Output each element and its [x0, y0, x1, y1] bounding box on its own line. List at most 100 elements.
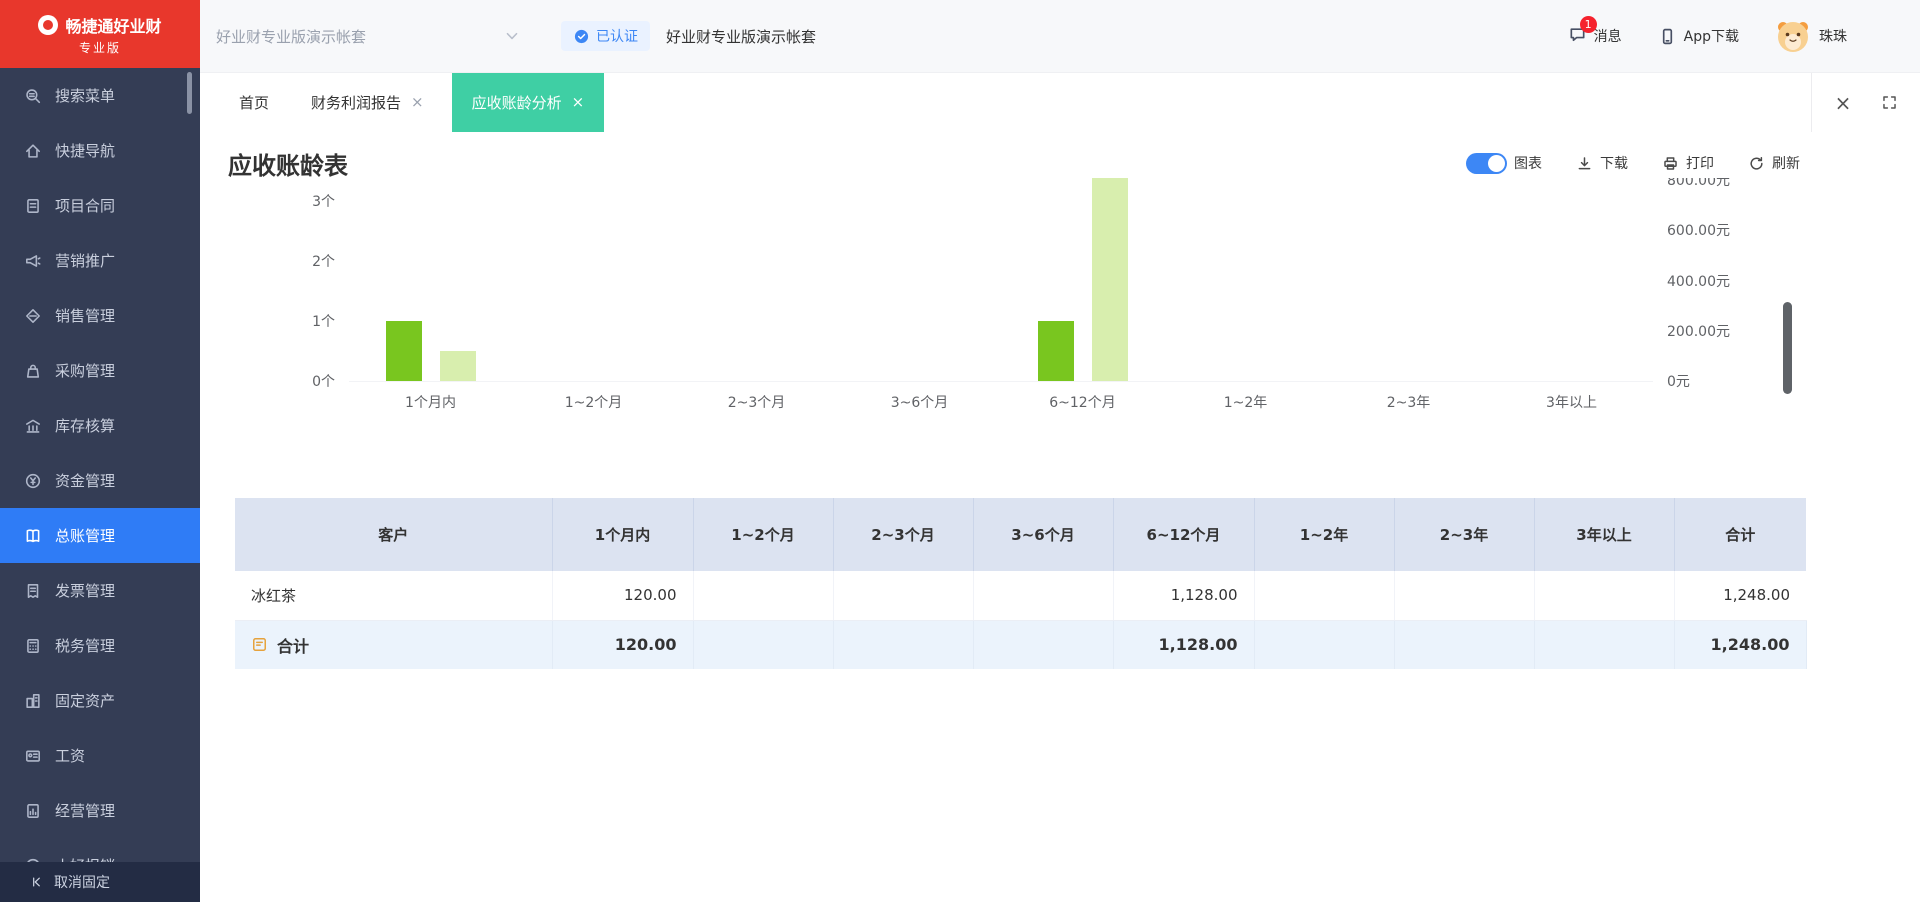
cell-value [1534, 571, 1675, 621]
content-scrollbar-thumb[interactable] [1783, 302, 1792, 394]
cell-value [833, 571, 974, 621]
sidebar-item-quick-nav[interactable]: 快捷导航 [0, 123, 200, 178]
table-row[interactable]: 冰红茶 120.00 1,128.00 1,248.00 [235, 571, 1806, 621]
chart-x-axis-label: 1~2个月 [564, 395, 623, 411]
account-name: 好业财专业版演示帐套 [666, 27, 817, 46]
print-button[interactable]: 打印 [1662, 153, 1714, 173]
verified-badge[interactable]: 已认证 [561, 21, 650, 51]
tab-close-icon[interactable]: × [411, 93, 424, 111]
sidebar-item-operation[interactable]: 经营管理 [0, 783, 200, 838]
unpin-sidebar-button[interactable]: 取消固定 [0, 862, 200, 902]
messages-button[interactable]: 1 消息 [1568, 15, 1622, 48]
page-title: 应收账龄表 [228, 151, 348, 180]
sidebar-item-label: 搜索菜单 [55, 87, 116, 105]
ledger-book-icon [24, 527, 42, 545]
chart-right-axis-tick: 800.00元 [1667, 178, 1730, 190]
cell-total-value: 1,128.00 [1113, 620, 1255, 669]
cell-total-label: 合计 [235, 620, 553, 669]
col-3-6m: 3~6个月 [973, 498, 1114, 571]
sidebar-item-purchase[interactable]: 采购管理 [0, 343, 200, 398]
sidebar-item-invoice[interactable]: 发票管理 [0, 563, 200, 618]
cell-value [693, 571, 834, 621]
print-label: 打印 [1686, 156, 1714, 172]
table-total-row: 合计 120.00 1,128.00 1,248.00 [235, 620, 1807, 669]
contract-icon [24, 197, 42, 215]
cell-total-value [973, 620, 1114, 669]
tab-bar: 首页 财务利润报告 × 应收账龄分析 × × [200, 73, 1920, 132]
chart-x-axis-label: 2~3年 [1386, 395, 1431, 411]
cell-value: 1,128.00 [1113, 571, 1255, 621]
cell-total-value [1254, 620, 1395, 669]
tab-profit-report[interactable]: 财务利润报告 × [297, 73, 438, 132]
cell-value [1254, 571, 1395, 621]
brand-logo: 畅捷通好业财 专业版 [0, 0, 200, 68]
download-button[interactable]: 下载 [1576, 153, 1628, 173]
sidebar-item-funds[interactable]: 资金管理 [0, 453, 200, 508]
download-label: 下载 [1600, 156, 1628, 172]
sidebar-item-tax[interactable]: 税务管理 [0, 618, 200, 673]
sidebar-item-sales[interactable]: 销售管理 [0, 288, 200, 343]
sidebar-item-general-ledger[interactable]: 总账管理 [0, 508, 200, 563]
user-name: 珠珠 [1819, 29, 1847, 45]
report-toolbar: 图表 下载 打印 刷新 [1466, 152, 1800, 174]
col-customer: 客户 [235, 498, 553, 571]
workspace-dropdown[interactable]: 好业财专业版演示帐套 [216, 26, 521, 47]
col-total: 合计 [1674, 498, 1806, 571]
chart-bar-count [385, 321, 422, 381]
sidebar-item-label: 经营管理 [55, 802, 116, 820]
close-all-tabs-button[interactable]: × [1834, 90, 1852, 115]
tab-label: 应收账龄分析 [471, 94, 562, 112]
megaphone-icon [24, 252, 42, 270]
phone-icon [1658, 27, 1677, 46]
sidebar-item-salary[interactable]: 工资 [0, 728, 200, 783]
verified-label: 已认证 [596, 29, 638, 45]
chart-x-axis-label: 2~3个月 [727, 395, 786, 411]
tab-receivable-aging[interactable]: 应收账龄分析 × [451, 73, 605, 132]
cell-value: 120.00 [552, 571, 694, 621]
sidebar-item-search-menu[interactable]: 搜索菜单 [0, 68, 200, 123]
cell-total-value [1534, 620, 1675, 669]
sidebar-item-label: 采购管理 [55, 362, 116, 380]
sidebar-item-project-contract[interactable]: 项目合同 [0, 178, 200, 233]
cell-total-value [693, 620, 834, 669]
building-icon [24, 692, 42, 710]
tab-home[interactable]: 首页 [225, 73, 283, 132]
sum-icon [251, 636, 268, 653]
sidebar-item-fixed-assets[interactable]: 固定资产 [0, 673, 200, 728]
fullscreen-icon [1881, 94, 1898, 111]
report-header: 应收账龄表 图表 下载 打印 刷新 [200, 132, 1920, 180]
sidebar-scrollbar-thumb[interactable] [187, 72, 192, 114]
tab-actions: × [1811, 73, 1920, 132]
tab-label: 首页 [239, 94, 270, 112]
sidebar-item-label: 固定资产 [55, 692, 116, 710]
chart-plot [349, 178, 1653, 382]
sidebar-item-expense[interactable]: 小好报销 [0, 838, 200, 862]
fullscreen-button[interactable] [1876, 90, 1902, 116]
sidebar-item-label: 营销推广 [55, 252, 116, 270]
sidebar-item-label: 发票管理 [55, 582, 116, 600]
user-menu[interactable]: 珠珠 [1775, 18, 1847, 54]
chart-right-axis-tick: 0元 [1667, 374, 1690, 390]
sidebar-item-label: 快捷导航 [55, 142, 116, 160]
chanjet-logo-icon [38, 14, 59, 35]
sidebar-item-label: 库存核算 [55, 417, 116, 435]
app-download-label: App下载 [1683, 29, 1739, 45]
brand-edition: 专业版 [78, 40, 121, 55]
refresh-button[interactable]: 刷新 [1748, 153, 1800, 173]
sidebar-item-inventory[interactable]: 库存核算 [0, 398, 200, 453]
cell-total-value: 1,248.00 [1674, 620, 1807, 669]
sidebar-item-label: 工资 [55, 747, 86, 765]
chevron-down-icon [503, 27, 521, 45]
app-download-button[interactable]: App下载 [1658, 26, 1739, 46]
chart-toggle[interactable]: 图表 [1466, 152, 1542, 174]
cell-value [1394, 571, 1535, 621]
topbar: 好业财专业版演示帐套 已认证 好业财专业版演示帐套 1 消息 App下载 [200, 0, 1920, 73]
chart-left-axis-tick: 3个 [312, 194, 335, 210]
col-1-2y: 1~2年 [1254, 498, 1395, 571]
tab-close-icon[interactable]: × [571, 93, 585, 111]
home-icon [24, 142, 42, 160]
sidebar-item-marketing[interactable]: 营销推广 [0, 233, 200, 288]
report-content: 应收账龄表 图表 下载 打印 刷新 [200, 132, 1920, 902]
toggle-switch[interactable] [1466, 152, 1507, 174]
